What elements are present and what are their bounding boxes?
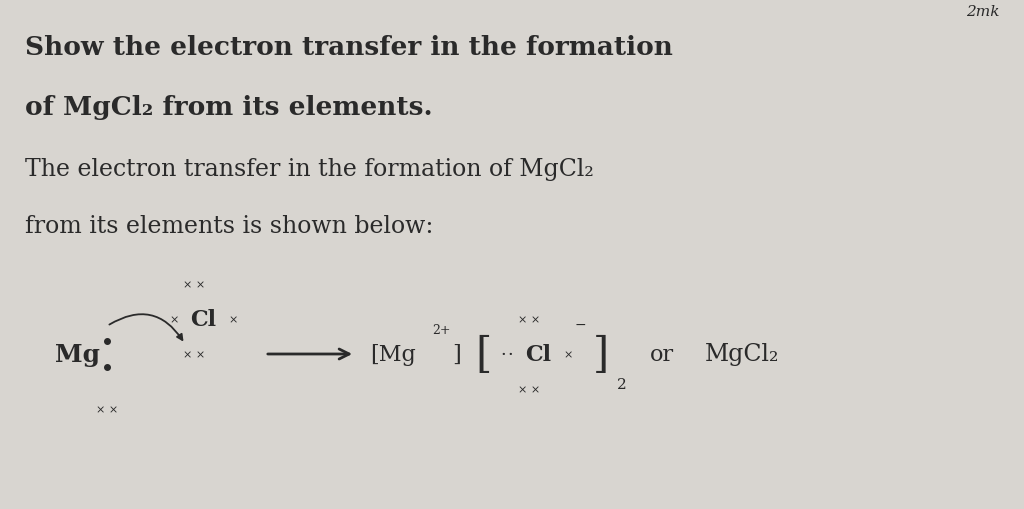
Text: Mg: Mg [55, 343, 100, 366]
Text: [: [ [475, 333, 492, 375]
Text: ×: × [228, 315, 238, 324]
Text: [Mg: [Mg [370, 344, 416, 365]
Text: −: − [574, 318, 586, 331]
Text: MgCl₂: MgCl₂ [705, 343, 779, 366]
FancyArrowPatch shape [110, 315, 182, 341]
Text: × ×: × × [518, 384, 540, 394]
Text: ]: ] [593, 333, 609, 375]
Text: ]: ] [452, 344, 461, 365]
Text: × ×: × × [96, 404, 118, 414]
Text: × ×: × × [183, 279, 205, 290]
Text: 2+: 2+ [432, 323, 451, 336]
Text: Show the electron transfer in the formation: Show the electron transfer in the format… [25, 35, 673, 60]
Text: Cl: Cl [190, 308, 216, 330]
Text: The electron transfer in the formation of MgCl₂: The electron transfer in the formation o… [25, 158, 594, 181]
Text: ×: × [169, 315, 178, 324]
Text: 2: 2 [617, 377, 627, 391]
Text: or: or [650, 344, 674, 365]
Text: ·: · [507, 345, 513, 363]
Text: ·: · [500, 345, 506, 363]
Text: from its elements is shown below:: from its elements is shown below: [25, 215, 433, 238]
Text: ×: × [563, 349, 572, 359]
Text: Cl: Cl [525, 344, 551, 365]
Text: × ×: × × [518, 315, 540, 324]
Text: × ×: × × [183, 349, 205, 359]
Text: of MgCl₂ from its elements.: of MgCl₂ from its elements. [25, 95, 432, 120]
Text: 2mk: 2mk [967, 5, 1000, 19]
